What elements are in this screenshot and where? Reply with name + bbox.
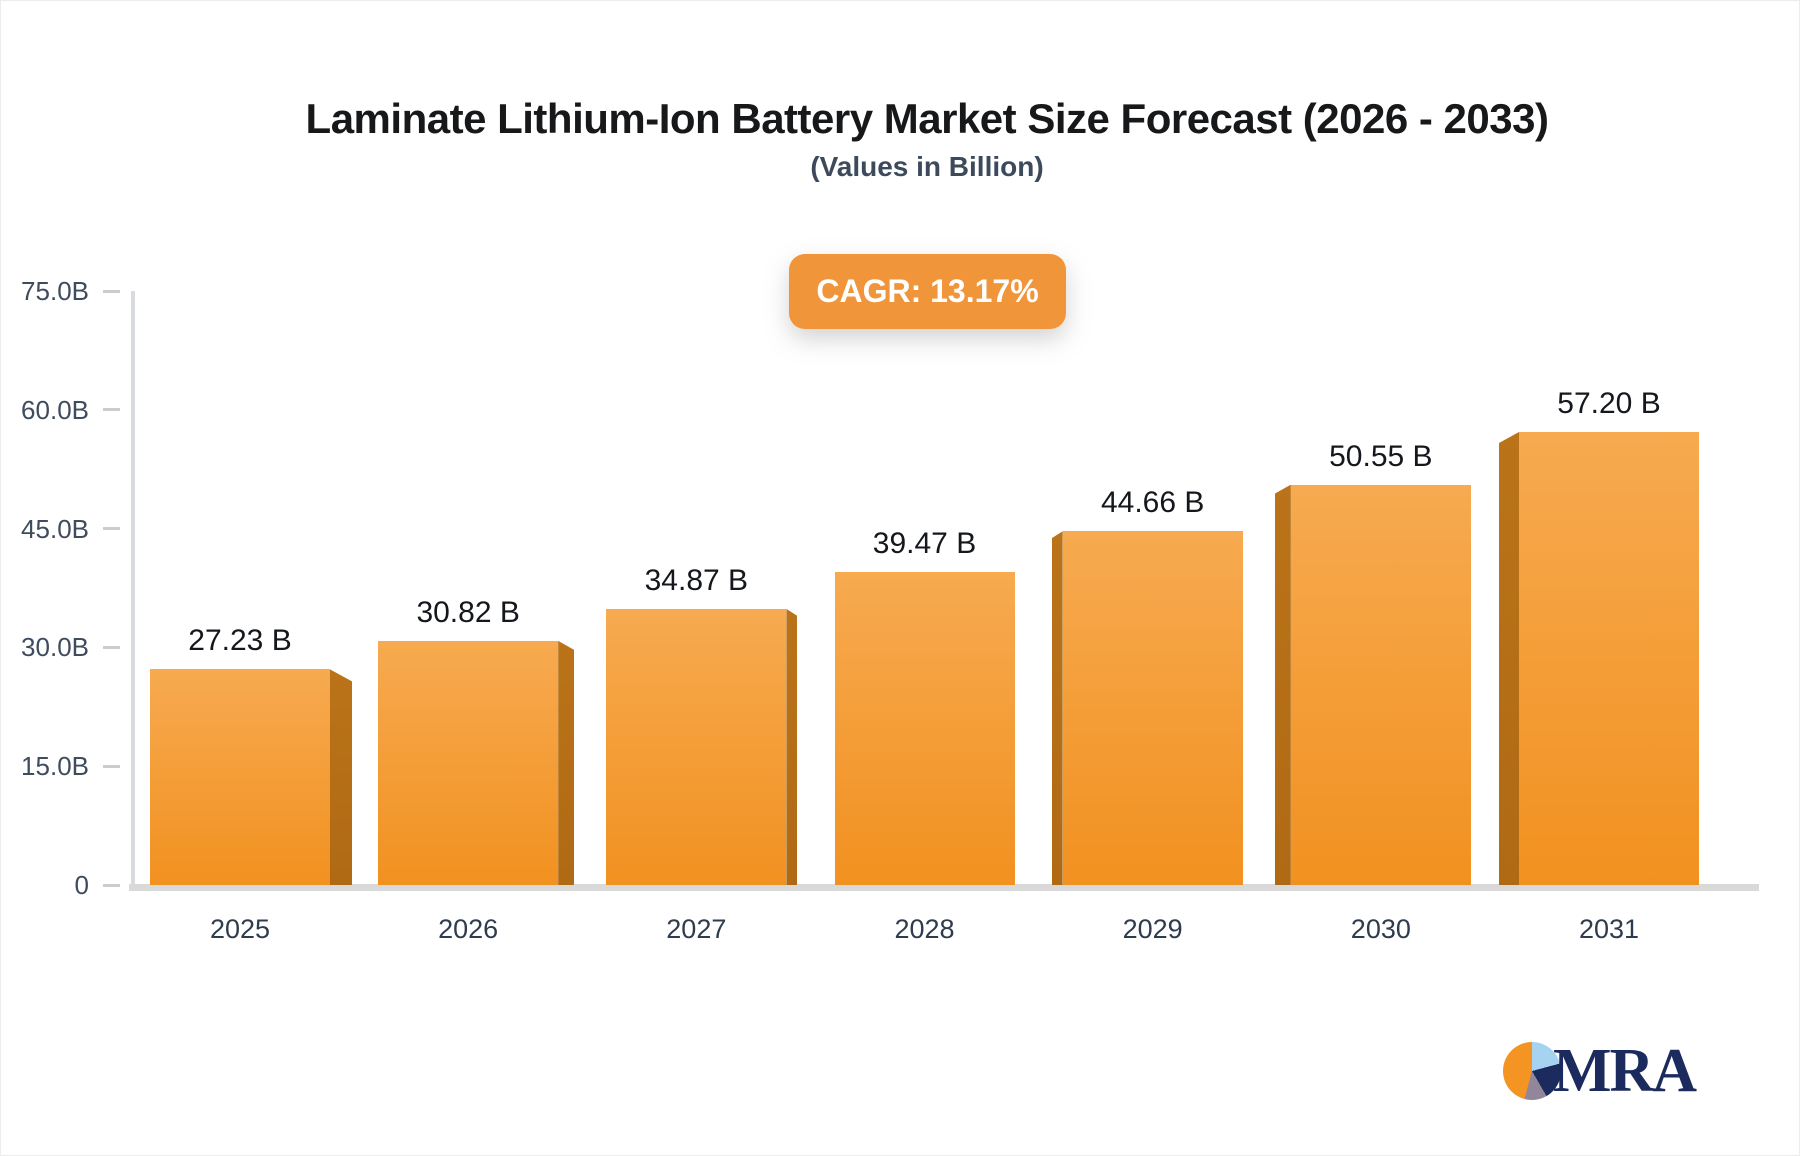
bar-value-label: 39.47 B [872, 527, 977, 561]
y-axis-tick-mark [103, 408, 120, 412]
y-axis-tick-label: 45.0B [21, 513, 89, 544]
bar-2027 [606, 608, 787, 885]
y-axis-tick-label: 75.0B [21, 276, 89, 306]
y-axis-tick-mark [103, 764, 120, 768]
bar-side-face [558, 640, 575, 885]
x-axis-label: 2031 [1578, 914, 1640, 944]
x-axis-line [129, 884, 1759, 891]
y-axis-tick-label: 15.0B [21, 751, 89, 782]
bar-side-face [1499, 431, 1520, 885]
x-axis-label: 2030 [1350, 914, 1411, 944]
cagr-badge-label: CAGR: 13.17% [816, 273, 1039, 309]
bar-2028 [834, 572, 1015, 885]
chart-title: Laminate Lithium-Ion Battery Market Size… [305, 95, 1549, 142]
x-axis-label: 2025 [209, 914, 271, 944]
logo-text: MRA [1553, 1037, 1697, 1105]
bar-2030 [1290, 484, 1471, 885]
bar-2025 [150, 669, 330, 885]
y-axis-tick-label: 0 [74, 870, 89, 900]
logo-pie-icon [1503, 1042, 1561, 1100]
bar-value-label: 34.87 B [644, 563, 749, 597]
chart-subtitle: (Values in Billion) [810, 151, 1044, 182]
bar-value-label: 27.23 B [188, 624, 292, 658]
brand-logo: MRA [1503, 1035, 1743, 1107]
bar-value-label: 30.82 B [416, 595, 520, 629]
y-axis-tick-label: 30.0B [21, 632, 89, 663]
bar-side-face [1051, 531, 1063, 885]
cagr-badge: CAGR: 13.17% [789, 254, 1066, 329]
x-axis-label: 2026 [438, 914, 499, 944]
bar-2031 [1519, 431, 1700, 885]
x-axis-label: 2027 [666, 914, 727, 944]
y-axis-line [131, 291, 135, 891]
bar-side-face [330, 669, 352, 885]
y-axis-tick-mark [103, 527, 120, 531]
bar-value-label: 50.55 B [1329, 439, 1433, 473]
bar-value-label: 57.20 B [1557, 386, 1661, 420]
bar-side-face [1274, 484, 1291, 885]
bar-side-face [786, 608, 798, 885]
x-axis-label: 2028 [894, 914, 955, 944]
bar-2029 [1062, 531, 1243, 885]
x-axis-label: 2029 [1122, 914, 1183, 944]
y-axis-tick-label: 60.0B [21, 394, 89, 425]
bar-2026 [378, 640, 559, 885]
y-axis-tick-mark [103, 883, 120, 887]
y-axis-tick-mark [103, 289, 120, 293]
y-axis-tick-mark [103, 645, 120, 649]
bar-value-label: 44.66 B [1100, 486, 1205, 520]
